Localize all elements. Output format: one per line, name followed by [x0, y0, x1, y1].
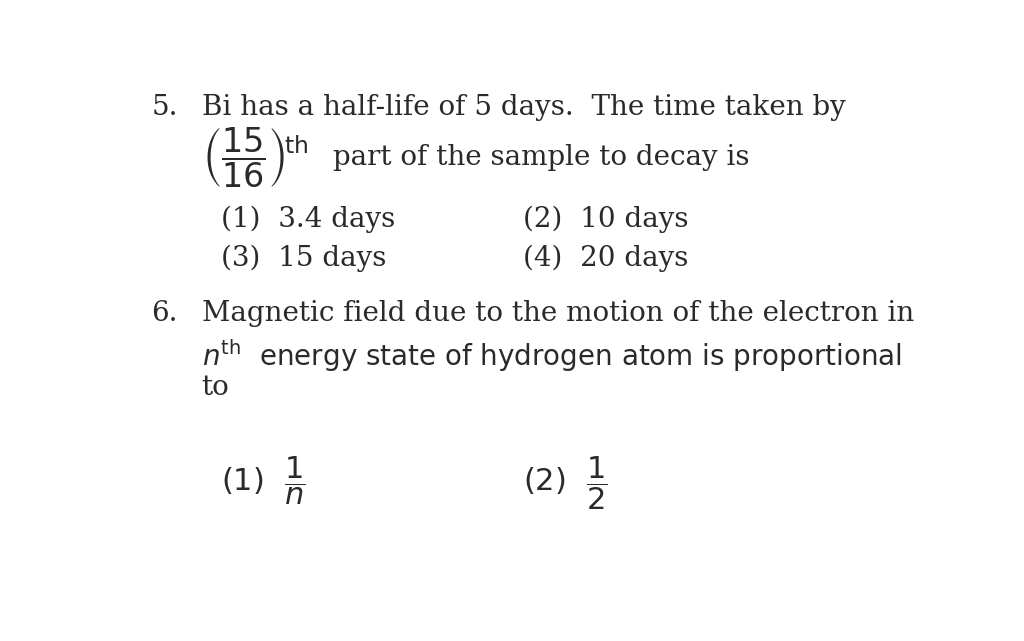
Text: 5.: 5. — [152, 94, 178, 121]
Text: Magnetic field due to the motion of the electron in: Magnetic field due to the motion of the … — [202, 300, 913, 327]
Text: 6.: 6. — [152, 300, 178, 327]
Text: Bi has a half-life of 5 days.  The time taken by: Bi has a half-life of 5 days. The time t… — [202, 94, 846, 121]
Text: $(2)\ \ \dfrac{1}{2}$: $(2)\ \ \dfrac{1}{2}$ — [523, 454, 607, 512]
Text: (2)  10 days: (2) 10 days — [523, 206, 689, 233]
Text: to: to — [202, 374, 229, 401]
Text: (3)  15 days: (3) 15 days — [221, 244, 386, 272]
Text: (4)  20 days: (4) 20 days — [523, 244, 688, 272]
Text: $(1)\ \ \dfrac{1}{n}$: $(1)\ \ \dfrac{1}{n}$ — [221, 454, 305, 507]
Text: $n^{\mathrm{th}}$  energy state of hydrogen atom is proportional: $n^{\mathrm{th}}$ energy state of hydrog… — [202, 337, 902, 374]
Text: (1)  3.4 days: (1) 3.4 days — [221, 206, 395, 233]
Text: part of the sample to decay is: part of the sample to decay is — [334, 144, 750, 171]
Text: $\left(\dfrac{15}{16}\right)^{\!\mathrm{th}}$: $\left(\dfrac{15}{16}\right)^{\!\mathrm{… — [202, 126, 308, 190]
